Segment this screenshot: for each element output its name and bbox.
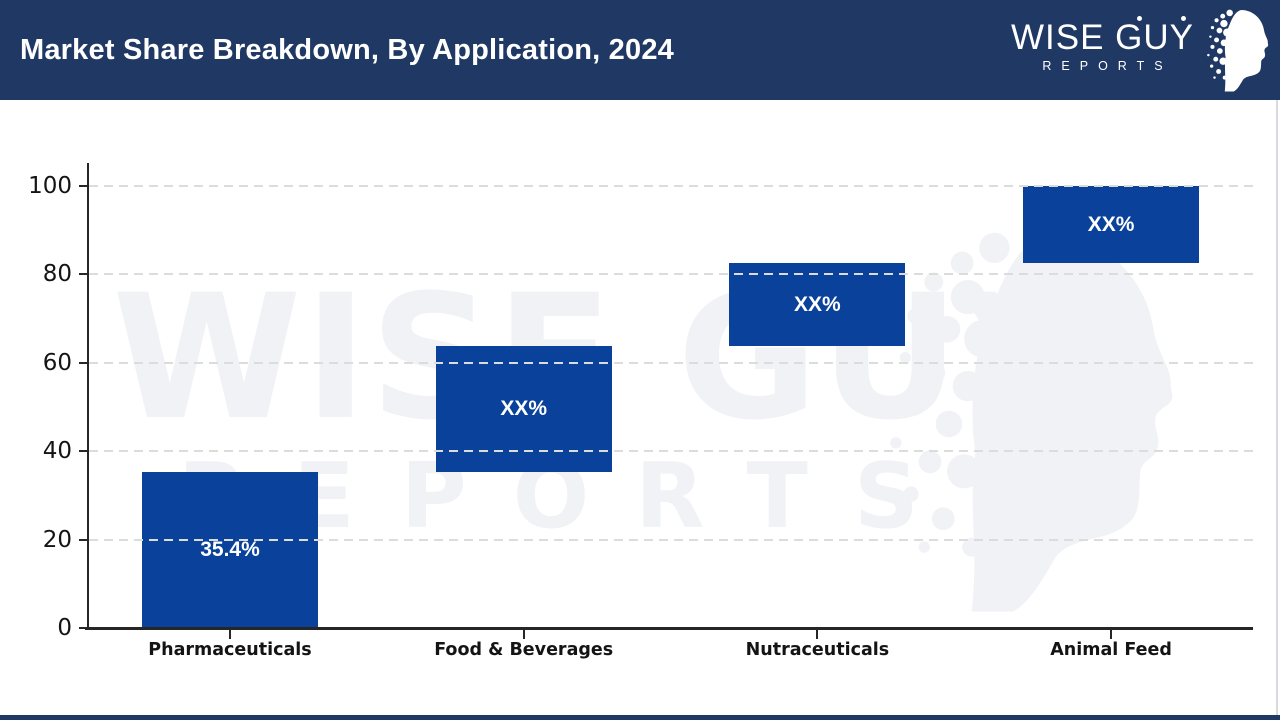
header-bar: Market Share Breakdown, By Application, … (0, 0, 1280, 100)
bar-value-label: XX% (500, 396, 548, 420)
y-tick-mark (79, 273, 88, 276)
bar-value-label: XX% (794, 292, 841, 316)
y-tick-mark (79, 361, 88, 364)
chart-right-border (1276, 100, 1278, 715)
page-title: Market Share Breakdown, By Application, … (20, 33, 674, 66)
x-tick-mark (816, 630, 819, 639)
gridline-60 (89, 361, 1253, 364)
x-tick-mark (1110, 630, 1113, 639)
watermark-face-logo (890, 223, 1173, 612)
bar-food-beverages: XX% (435, 346, 612, 472)
bar-value-label: 35.4% (200, 537, 260, 561)
y-tick-label-60: 60 (42, 349, 72, 376)
bar-nutraceuticals: XX% (729, 263, 906, 347)
gridline-40 (89, 450, 1253, 453)
y-tick-mark (79, 450, 88, 453)
brand-logo: WISE GUY REPORTS (1011, 8, 1274, 94)
y-tick-mark (79, 538, 88, 541)
logo-accent-dot (1181, 16, 1186, 21)
x-tick-label-pharmaceuticals: Pharmaceuticals (148, 640, 312, 660)
y-tick-label-0: 0 (57, 615, 72, 641)
brand-logo-text: WISE GUY REPORTS (1010, 16, 1194, 73)
x-tick-label-food-beverages: Food & Beverages (434, 640, 614, 660)
bar-pharmaceuticals: 35.4% (142, 471, 318, 628)
logo-accent-dot (1137, 16, 1142, 21)
y-tick-label-100: 100 (28, 173, 72, 199)
x-tick-mark (229, 630, 231, 639)
x-axis-line (85, 627, 1253, 630)
y-tick-label-80: 80 (42, 261, 72, 288)
gridline-100 (89, 185, 1253, 187)
bar-animal-feed: XX% (1023, 186, 1200, 264)
logo-face-icon (1207, 9, 1269, 92)
y-tick-label-20: 20 (42, 526, 72, 553)
gridline-20 (89, 538, 1253, 541)
y-tick-label-40: 40 (42, 438, 72, 465)
x-tick-label-animal-feed: Animal Feed (1050, 640, 1172, 660)
y-tick-mark (79, 185, 88, 187)
gridline-80 (89, 273, 1253, 276)
x-tick-mark (522, 630, 525, 639)
y-axis-spine (87, 163, 89, 630)
x-tick-label-nutraceuticals: Nutraceuticals (745, 640, 890, 660)
footer-bar (0, 715, 1280, 720)
y-tick-mark (79, 627, 88, 629)
logo-wiseguy-label: WISE GUY (1010, 18, 1194, 57)
bar-value-label: XX% (1087, 212, 1135, 236)
logo-reports-label: REPORTS (1042, 59, 1173, 73)
